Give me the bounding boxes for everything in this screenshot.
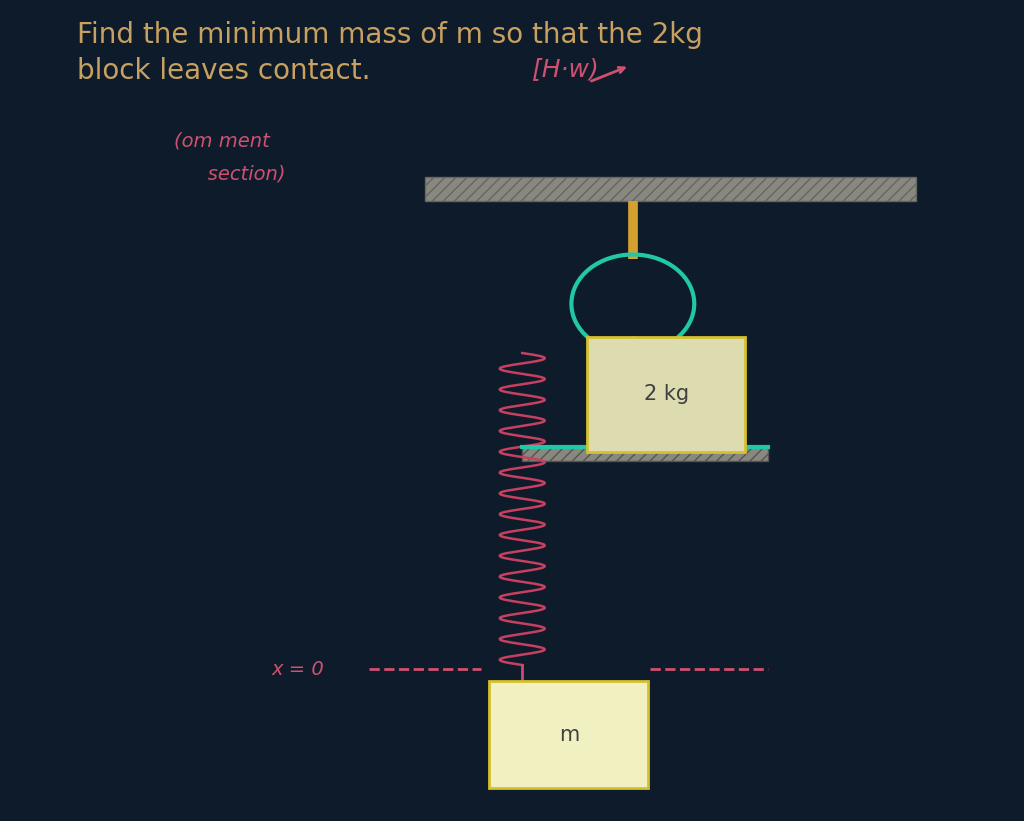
Text: section): section) — [189, 164, 286, 183]
Bar — [489, 681, 648, 788]
Bar — [522, 447, 768, 461]
Bar — [425, 177, 916, 201]
Text: 2 kg: 2 kg — [643, 384, 689, 404]
Text: x = 0: x = 0 — [271, 659, 325, 679]
Text: [H·w): [H·w) — [532, 57, 599, 81]
Text: m: m — [559, 725, 579, 745]
Bar — [587, 337, 745, 452]
Text: (om ment: (om ment — [174, 131, 270, 150]
Text: block leaves contact.: block leaves contact. — [77, 57, 371, 85]
Text: Find the minimum mass of m so that the 2kg: Find the minimum mass of m so that the 2… — [77, 21, 702, 48]
